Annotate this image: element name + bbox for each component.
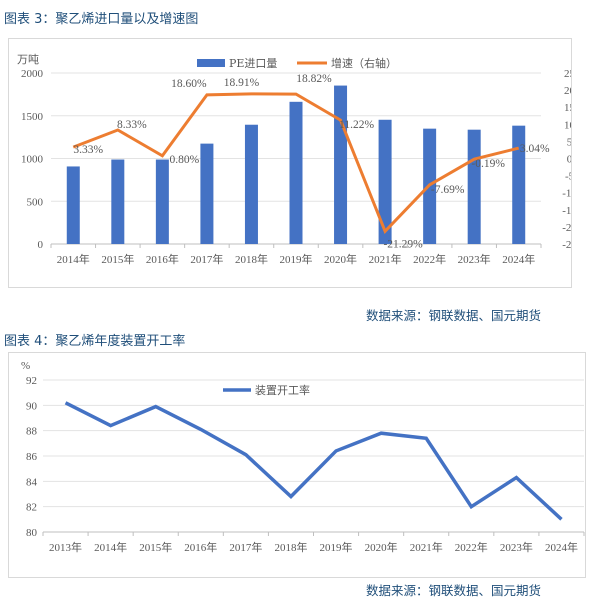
bar-import-volume [66,166,80,244]
x-axis-tick-label: 2021年 [410,540,443,554]
y2-axis-tick-label: 25.00% [564,68,571,80]
figure4-chart-box: 80 82 84 86 88 90 92% 2013年 2014年 2015年 2016年 2017年… [8,352,586,578]
bar-import-volume [155,159,169,244]
growth-rate-data-label: 0.80% [170,154,200,166]
x-axis-tick-label: 2020年 [324,252,357,266]
import-volume-chart: 0 500 1000 1500 2000 万吨 -25.00% -20.00% -15.00% -… [17,53,600,266]
y-axis-tick-label: 80 [26,527,38,539]
bar-import-volume [289,101,303,244]
x-axis-tick-label: 2014年 [94,540,127,554]
bar-import-volume [334,85,348,244]
growth-rate-data-label: 11.22% [339,119,374,131]
y2-axis-tick-label: 5.00% [567,136,571,148]
x-axis-tick-label: 2015年 [101,252,134,266]
x-axis-tick-label: 2016年 [184,540,217,554]
growth-rate-data-label: -0.19% [471,158,505,170]
y2-axis-tick-label: 10.00% [564,119,571,131]
x-axis-tick-label: 2016年 [146,252,179,266]
figure3-source: 数据来源：钢联数据、国元期货 [366,308,542,323]
legend-swatch-bar [197,59,225,67]
x-axis-tick-label: 2022年 [413,252,446,266]
x-axis-tick-label: 2019年 [280,252,313,266]
figure4-source: 数据来源：钢联数据、国元期货 [366,583,542,598]
x-axis-tick-label: 2014年 [57,252,90,266]
y2-axis-tick-label: 15.00% [564,102,571,114]
growth-rate-data-label: 18.91% [224,77,260,89]
y-axis-tick-label: 500 [27,196,44,208]
bar-import-volume [244,124,258,244]
x-axis-tick-label: 2023年 [500,540,533,554]
growth-rate-data-label: 3.33% [73,144,103,156]
legend-label-import-volume: PE进口量 [229,57,277,70]
x-axis-tick-label: 2019年 [320,540,353,554]
operating-rate-chart: 80 82 84 86 88 90 92% 2013年 2014年 2015年 2016年 2017年… [21,360,585,554]
y-axis-tick-label: 92 [26,375,37,387]
y-axis-unit-label: % [21,360,30,372]
growth-rate-data-label: 18.82% [296,73,332,85]
x-axis-tick-label: 2021年 [369,252,402,266]
y2-axis-tick-label: -15.00% [562,205,571,217]
bar-import-volume [111,159,125,244]
bar-import-volume [378,119,392,244]
growth-rate-data-label: 8.33% [117,119,147,131]
figure3-chart-box: 0 500 1000 1500 2000 万吨 -25.00% -20.00% -15.00% -… [8,38,600,288]
x-axis-tick-label: 2017年 [229,540,262,554]
growth-rate-data-label: -7.69% [431,184,465,196]
growth-rate-line [72,92,520,235]
y-axis-tick-label: 82 [26,502,37,514]
growth-rate-data-label: 3.04% [520,143,550,155]
x-axis-tick-label: 2023年 [458,252,491,266]
y-axis-tick-label: 90 [26,400,38,412]
x-axis-tick-label: 2015年 [139,540,172,554]
x-axis-tick-label: 2013年 [49,540,82,554]
y-axis-tick-label: 84 [26,476,38,488]
legend-label-growth-rate: 增速（右轴） [331,56,397,70]
bar-import-volume [512,125,526,244]
y-axis-tick-label: 1000 [21,154,44,166]
x-axis-tick-label: 2020年 [365,540,398,554]
legend-label-operating-rate: 装置开工率 [255,383,310,397]
x-axis-tick-label: 2018年 [274,540,307,554]
y2-axis-tick-label: -25.00% [562,239,571,251]
y2-axis-tick-label: 0.00% [567,154,571,166]
x-axis-tick-label: 2022年 [455,540,488,554]
figure3-title: 图表 3：聚乙烯进口量以及增速图 [4,12,199,27]
operating-rate-line [64,401,563,521]
y2-axis-tick-label: 20.00% [564,85,571,97]
figure4-title: 图表 4：聚乙烯年度装置开工率 [4,334,186,349]
y2-axis-tick-label: -20.00% [562,222,571,234]
x-axis-tick-label: 2018年 [235,252,268,266]
x-axis-tick-label: 2024年 [545,540,578,554]
x-axis-tick-label: 2017年 [190,252,223,266]
y-axis-tick-label: 2000 [21,68,44,80]
x-axis-tick-label: 2024年 [502,252,535,266]
bar-import-volume [200,143,214,244]
y-axis-tick-label: 88 [26,426,38,438]
growth-rate-data-label: 18.60% [171,78,207,90]
y-axis-unit-label: 万吨 [17,53,39,66]
bar-import-volume [467,129,481,244]
y-axis-tick-label: 1500 [21,111,44,123]
y2-axis-tick-label: -5.00% [565,171,571,183]
y-axis-tick-label: 0 [38,239,44,251]
y-axis-tick-label: 86 [26,451,38,463]
growth-rate-data-label: -21.29% [383,238,423,250]
y2-axis-tick-label: -10.00% [562,188,571,200]
